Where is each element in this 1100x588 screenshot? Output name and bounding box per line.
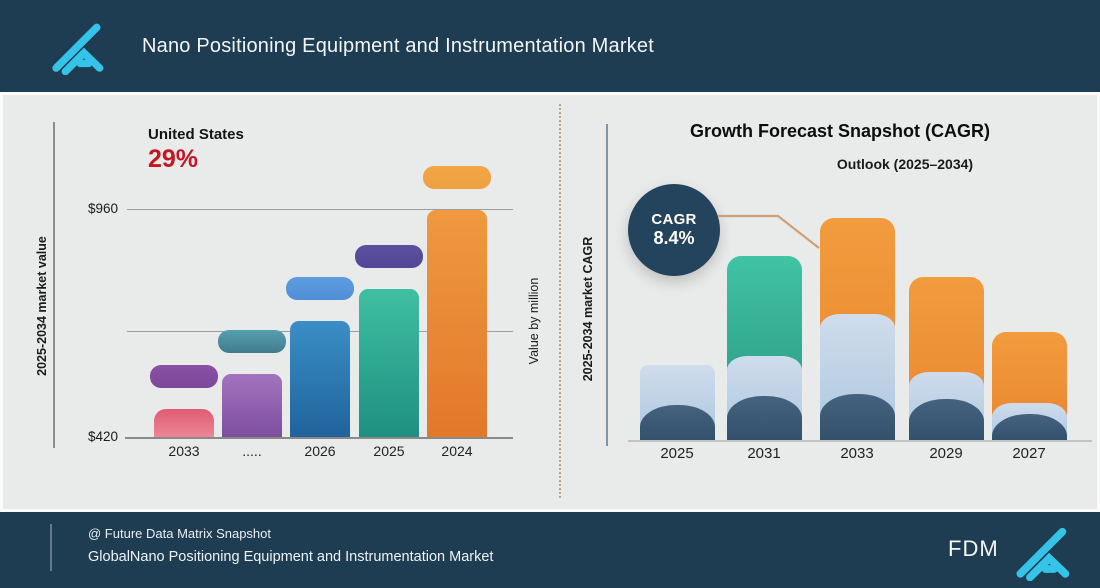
panel-divider — [559, 104, 561, 498]
cagr-x-label-2029: 2029 — [929, 445, 963, 462]
us-x-label-.....: ..... — [242, 443, 262, 459]
us-bar-2033 — [154, 409, 214, 437]
left-chart-title: United States — [148, 126, 244, 143]
us-x-label-2026: 2026 — [304, 443, 336, 459]
cagr-x-label-2033: 2033 — [840, 445, 874, 462]
us-bar-cap-2033 — [150, 365, 218, 388]
cagr-x-label-2031: 2031 — [747, 445, 781, 462]
right-chart-baseline — [628, 440, 1092, 442]
us-x-label-2024: 2024 — [441, 443, 473, 459]
left-chart-y-axis-label: 2025-2034 market value — [35, 236, 49, 376]
right-chart-y-axis — [606, 124, 608, 446]
y-tick-label-960: $960 — [87, 201, 118, 216]
us-bar-cap-2025 — [355, 245, 423, 268]
left-chart-y-axis — [53, 122, 55, 448]
footer-bar — [0, 512, 1100, 588]
left-chart-baseline — [125, 437, 513, 439]
us-bar-2025 — [359, 289, 419, 437]
fdm-logo-icon — [52, 23, 104, 75]
footer-divider — [50, 524, 52, 571]
footer-report-name: GlobalNano Positioning Equipment and Ins… — [88, 549, 494, 565]
us-x-label-2025: 2025 — [373, 443, 405, 459]
cagr-bar-2033-base — [819, 394, 895, 440]
right-chart-title: Growth Forecast Snapshot (CAGR) — [689, 121, 990, 141]
left-chart-right-axis-label: Value by million — [527, 277, 541, 365]
footer-credit: @ Future Data Matrix Snapshot — [88, 526, 271, 541]
y-tick-label-420: $420 — [87, 429, 118, 444]
us-bar-2024 — [427, 210, 487, 437]
cagr-bar-2025-base — [639, 405, 715, 440]
cagr-badge-value: 8.4% — [653, 228, 695, 248]
us-bar-cap-..... — [218, 330, 286, 353]
footer-brand: FDM — [948, 536, 999, 561]
cagr-x-label-2027: 2027 — [1012, 445, 1046, 462]
cagr-badge: CAGR 8.4% — [628, 184, 720, 276]
us-bar-..... — [222, 374, 282, 437]
us-bar-cap-2026 — [286, 277, 354, 300]
left-chart-highlight-value: 29% — [148, 145, 199, 173]
fdm-logo-icon-footer — [1016, 527, 1070, 581]
cagr-badge-label: CAGR — [651, 211, 697, 228]
header-bar: Nano Positioning Equipment and Instrumen… — [0, 0, 1100, 92]
cagr-x-label-2025: 2025 — [660, 445, 694, 462]
badge-connector-line — [718, 214, 820, 249]
cagr-bar-2031-base — [726, 396, 802, 440]
cagr-bar-2027-base — [991, 414, 1067, 440]
right-chart-subtitle: Outlook (2025–2034) — [836, 156, 974, 172]
us-x-label-2033: 2033 — [168, 443, 200, 459]
cagr-bar-2029-base — [908, 399, 984, 440]
right-chart-y-axis-label: 2025-2034 market CAGR — [581, 236, 595, 382]
page-title: Nano Positioning Equipment and Instrumen… — [142, 35, 654, 57]
us-bar-2026 — [290, 321, 350, 437]
us-bar-cap-2024 — [423, 166, 491, 189]
gridline-960 — [127, 209, 513, 210]
